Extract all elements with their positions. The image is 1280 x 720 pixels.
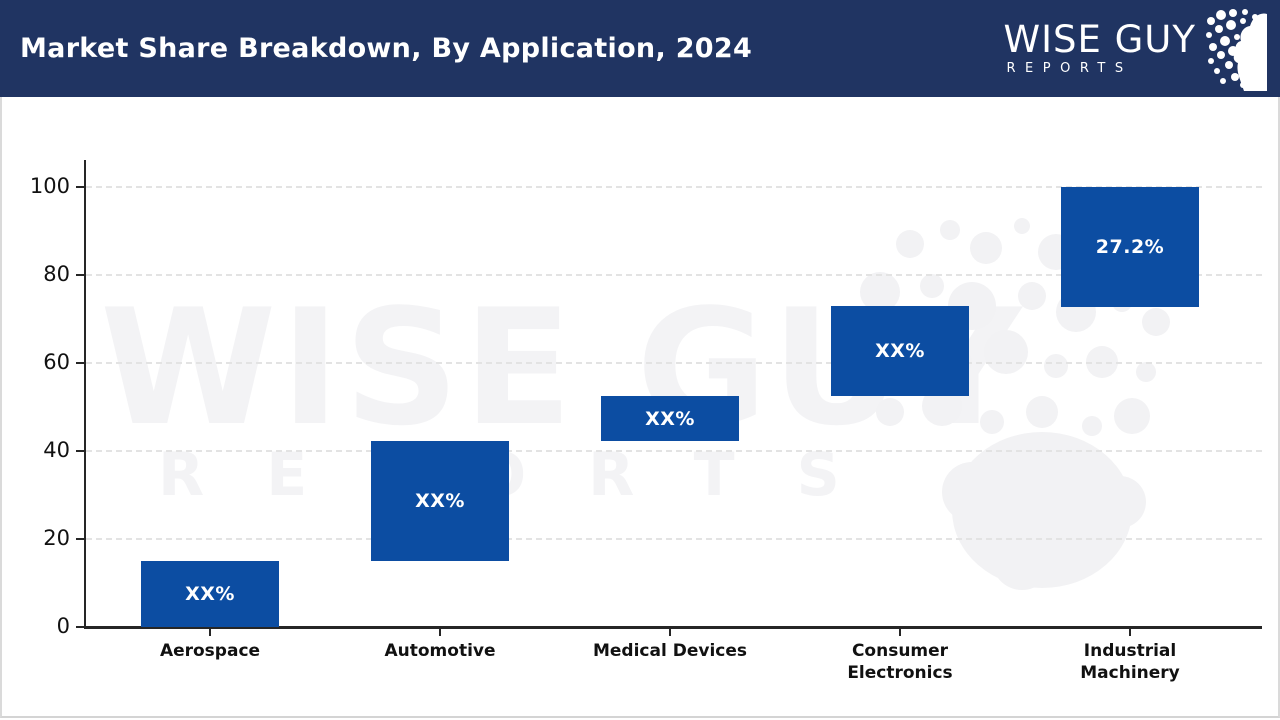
y-axis-line — [84, 160, 86, 629]
y-tick-label-80: 80 — [43, 262, 70, 286]
bar-industrial-machinery: 27.2% — [1061, 187, 1199, 307]
y-tick-80 — [76, 274, 85, 276]
x-label-line: Aerospace — [159, 641, 261, 661]
gridline-20 — [86, 538, 1262, 540]
y-tick-100 — [76, 186, 85, 188]
y-tick-label-100: 100 — [29, 174, 70, 198]
x-label-line: Consumer — [851, 641, 949, 661]
gridline-80 — [86, 274, 1262, 276]
y-tick-60 — [76, 362, 85, 364]
x-label-line: Automotive — [384, 641, 496, 661]
y-tick-20 — [76, 538, 85, 540]
logo-wordmark: WISE GUY — [1003, 18, 1196, 61]
bar-value-label-automotive: XX% — [415, 489, 465, 512]
x-label-line: Machinery — [1080, 663, 1180, 683]
x-tick-consumer-electronics — [899, 629, 901, 636]
x-label-industrial-machinery: Industrial Machinery — [1020, 640, 1240, 684]
y-tick-label-20: 20 — [43, 526, 70, 550]
logo-subtext: REPORTS — [1006, 61, 1133, 76]
y-tick-label-40: 40 — [43, 438, 70, 462]
header-bar: Market Share Breakdown, By Application, … — [0, 0, 1280, 97]
gridline-100 — [86, 186, 1262, 188]
gridline-60 — [86, 362, 1262, 364]
y-tick-label-0: 0 — [56, 614, 70, 638]
x-label-line: Industrial — [1083, 641, 1177, 661]
bar-automotive: XX% — [371, 440, 509, 561]
x-label-aerospace: Aerospace — [100, 640, 320, 662]
logo-text-block: WISE GUY REPORTS — [1004, 21, 1196, 76]
x-tick-automotive — [439, 629, 441, 636]
bar-value-label-industrial-machinery: 27.2% — [1095, 235, 1165, 258]
bar-consumer-electronics: XX% — [831, 305, 969, 397]
y-tick-label-60: 60 — [43, 350, 70, 374]
gridline-40 — [86, 450, 1262, 452]
x-label-automotive: Automotive — [330, 640, 550, 662]
x-label-medical-devices: Medical Devices — [560, 640, 780, 662]
brand-logo: WISE GUY REPORTS — [1004, 0, 1268, 97]
chart-title: Market Share Breakdown, By Application, … — [20, 33, 753, 64]
logo-head-icon — [1206, 8, 1267, 91]
x-label-line: Electronics — [847, 663, 953, 683]
bar-medical-devices: XX% — [601, 396, 739, 441]
bar-aerospace: XX% — [141, 561, 279, 627]
bar-value-label-consumer-electronics: XX% — [875, 340, 925, 363]
x-axis-line — [84, 626, 1262, 629]
y-tick-0 — [76, 626, 85, 628]
x-label-consumer-electronics: Consumer Electronics — [790, 640, 1010, 684]
bar-value-label-aerospace: XX% — [185, 583, 235, 605]
bar-value-label-medical-devices: XX% — [645, 407, 695, 430]
x-tick-aerospace — [209, 629, 211, 636]
y-tick-40 — [76, 450, 85, 452]
x-tick-medical-devices — [669, 629, 671, 636]
x-tick-industrial-machinery — [1129, 629, 1131, 636]
x-label-line: Medical Devices — [592, 641, 747, 661]
